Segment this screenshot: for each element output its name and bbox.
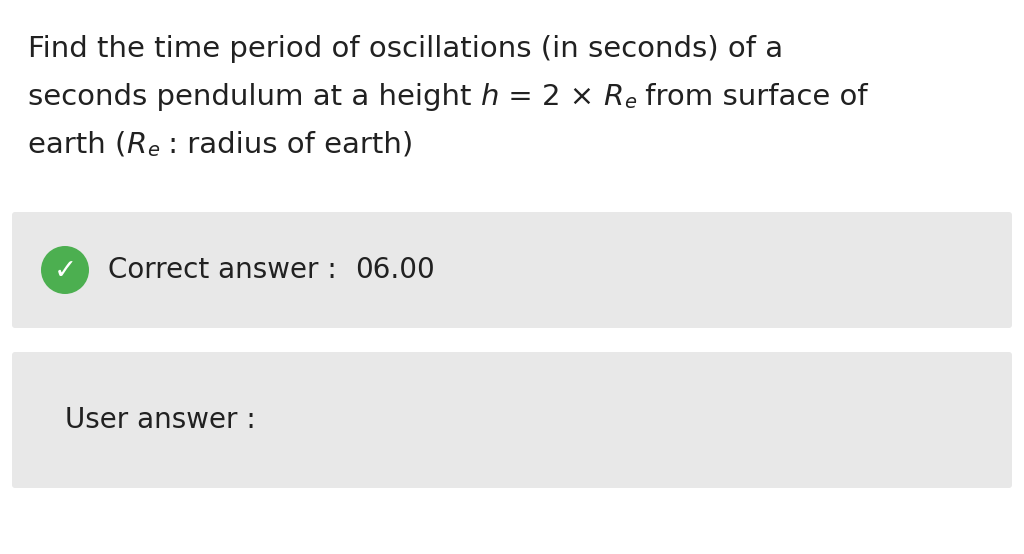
Text: Find the time period of oscillations (in seconds) of a: Find the time period of oscillations (in…	[28, 35, 783, 63]
Circle shape	[41, 246, 89, 294]
Text: e: e	[624, 93, 636, 112]
Text: = 2 ×: = 2 ×	[500, 83, 603, 111]
Text: Correct answer :: Correct answer :	[108, 256, 337, 284]
Text: e: e	[146, 141, 159, 160]
Text: R: R	[603, 83, 624, 111]
Text: from surface of: from surface of	[636, 83, 867, 111]
Text: ✓: ✓	[53, 257, 77, 285]
FancyBboxPatch shape	[12, 352, 1012, 488]
Text: seconds pendulum at a height: seconds pendulum at a height	[28, 83, 480, 111]
Text: h: h	[480, 83, 500, 111]
Text: 06.00: 06.00	[354, 256, 434, 284]
Text: User answer :: User answer :	[65, 406, 256, 434]
FancyBboxPatch shape	[12, 212, 1012, 328]
Text: R: R	[126, 131, 146, 159]
Text: earth (: earth (	[28, 131, 126, 159]
Text: : radius of earth): : radius of earth)	[159, 131, 413, 159]
